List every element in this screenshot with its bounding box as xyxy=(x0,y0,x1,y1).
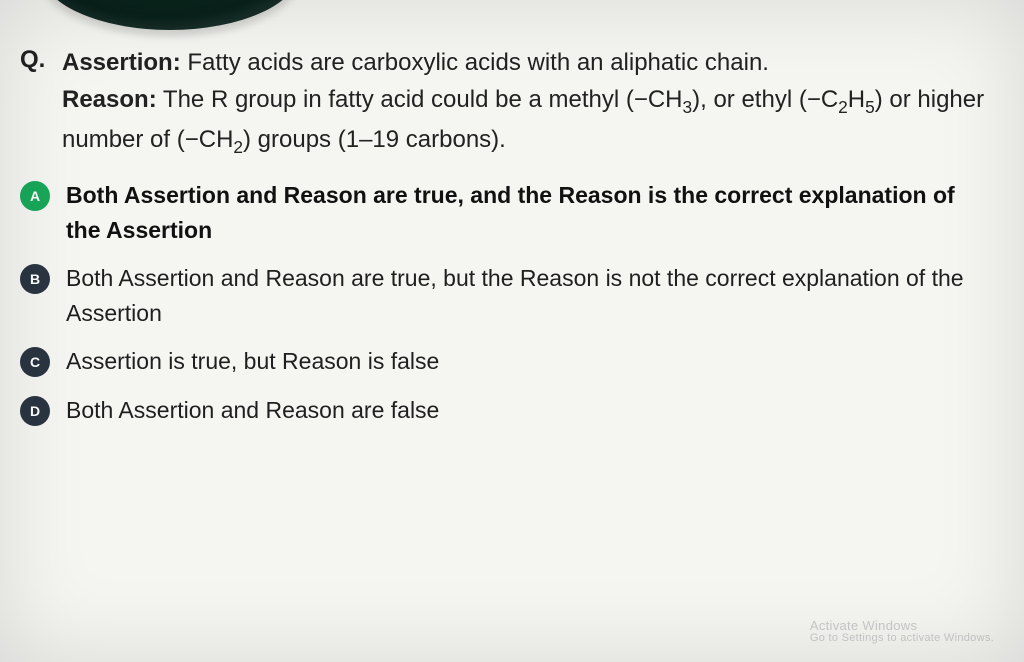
question-block: Q. Assertion: Fatty acids are carboxylic… xyxy=(0,44,1024,441)
question-body: Assertion: Fatty acids are carboxylic ac… xyxy=(62,44,994,160)
question-label: Q. xyxy=(20,44,48,74)
option-badge-a: A xyxy=(20,181,50,211)
assertion-text: Fatty acids are carboxylic acids with an… xyxy=(181,49,769,76)
windows-watermark: Activate Windows Go to Settings to activ… xyxy=(810,618,994,644)
option-text-c: Assertion is true, but Reason is false xyxy=(66,344,439,379)
decorative-blob xyxy=(40,0,300,30)
option-badge-c: C xyxy=(20,347,50,377)
option-badge-b: B xyxy=(20,264,50,294)
options-list: A Both Assertion and Reason are true, an… xyxy=(20,178,994,427)
reason-text: The R group in fatty acid could be a met… xyxy=(62,86,984,153)
option-text-a: Both Assertion and Reason are true, and … xyxy=(66,178,994,247)
option-b[interactable]: B Both Assertion and Reason are true, bu… xyxy=(20,261,994,330)
option-a[interactable]: A Both Assertion and Reason are true, an… xyxy=(20,178,994,247)
option-c[interactable]: C Assertion is true, but Reason is false xyxy=(20,344,994,379)
option-badge-d: D xyxy=(20,396,50,426)
assertion-label: Assertion: xyxy=(62,49,181,76)
reason-label: Reason: xyxy=(62,86,157,113)
watermark-line2: Go to Settings to activate Windows. xyxy=(810,632,994,644)
option-text-b: Both Assertion and Reason are true, but … xyxy=(66,261,994,330)
watermark-line1: Activate Windows xyxy=(810,618,917,633)
option-d[interactable]: D Both Assertion and Reason are false xyxy=(20,393,994,428)
option-text-d: Both Assertion and Reason are false xyxy=(66,393,439,428)
question-row: Q. Assertion: Fatty acids are carboxylic… xyxy=(20,44,994,160)
